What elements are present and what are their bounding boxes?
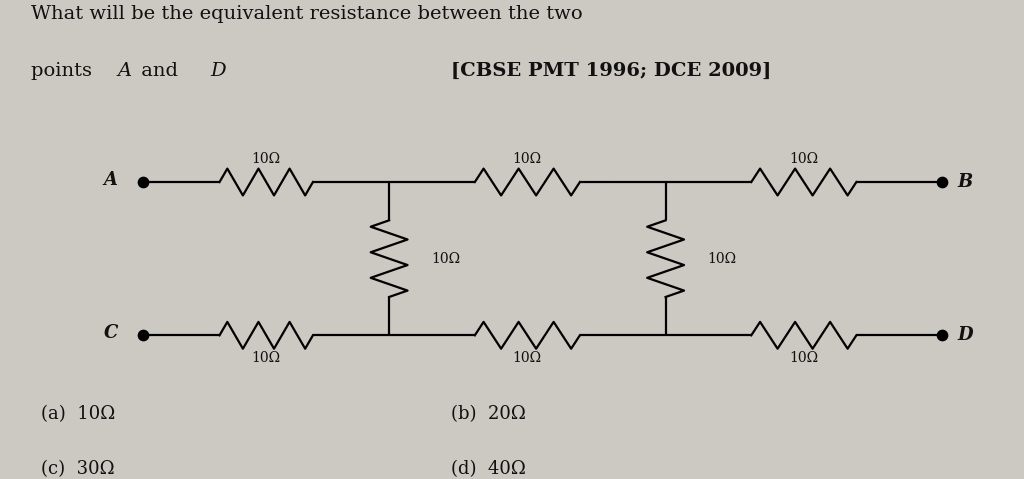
Text: points: points bbox=[31, 62, 98, 80]
Text: B: B bbox=[957, 173, 973, 191]
Text: 10Ω: 10Ω bbox=[790, 351, 818, 365]
Text: (d)  40Ω: (d) 40Ω bbox=[451, 460, 525, 478]
Text: A: A bbox=[118, 62, 132, 80]
Point bbox=[934, 331, 950, 339]
Text: (a)  10Ω: (a) 10Ω bbox=[41, 405, 116, 423]
Text: D: D bbox=[210, 62, 225, 80]
Point bbox=[135, 178, 152, 186]
Text: A: A bbox=[103, 171, 118, 189]
Text: 10Ω: 10Ω bbox=[431, 251, 460, 266]
Text: 10Ω: 10Ω bbox=[708, 251, 736, 266]
Text: 10Ω: 10Ω bbox=[252, 351, 281, 365]
Text: 10Ω: 10Ω bbox=[513, 152, 542, 166]
Text: C: C bbox=[103, 324, 118, 342]
Text: 10Ω: 10Ω bbox=[252, 152, 281, 166]
Text: D: D bbox=[957, 326, 973, 344]
Text: and: and bbox=[135, 62, 184, 80]
Text: 10Ω: 10Ω bbox=[513, 351, 542, 365]
Text: [CBSE PMT 1996; DCE 2009]: [CBSE PMT 1996; DCE 2009] bbox=[451, 62, 771, 80]
Text: 10Ω: 10Ω bbox=[790, 152, 818, 166]
Point bbox=[135, 331, 152, 339]
Text: (b)  20Ω: (b) 20Ω bbox=[451, 405, 525, 423]
Text: (c)  30Ω: (c) 30Ω bbox=[41, 460, 115, 478]
Text: What will be the equivalent resistance between the two: What will be the equivalent resistance b… bbox=[31, 5, 583, 23]
Point bbox=[934, 178, 950, 186]
